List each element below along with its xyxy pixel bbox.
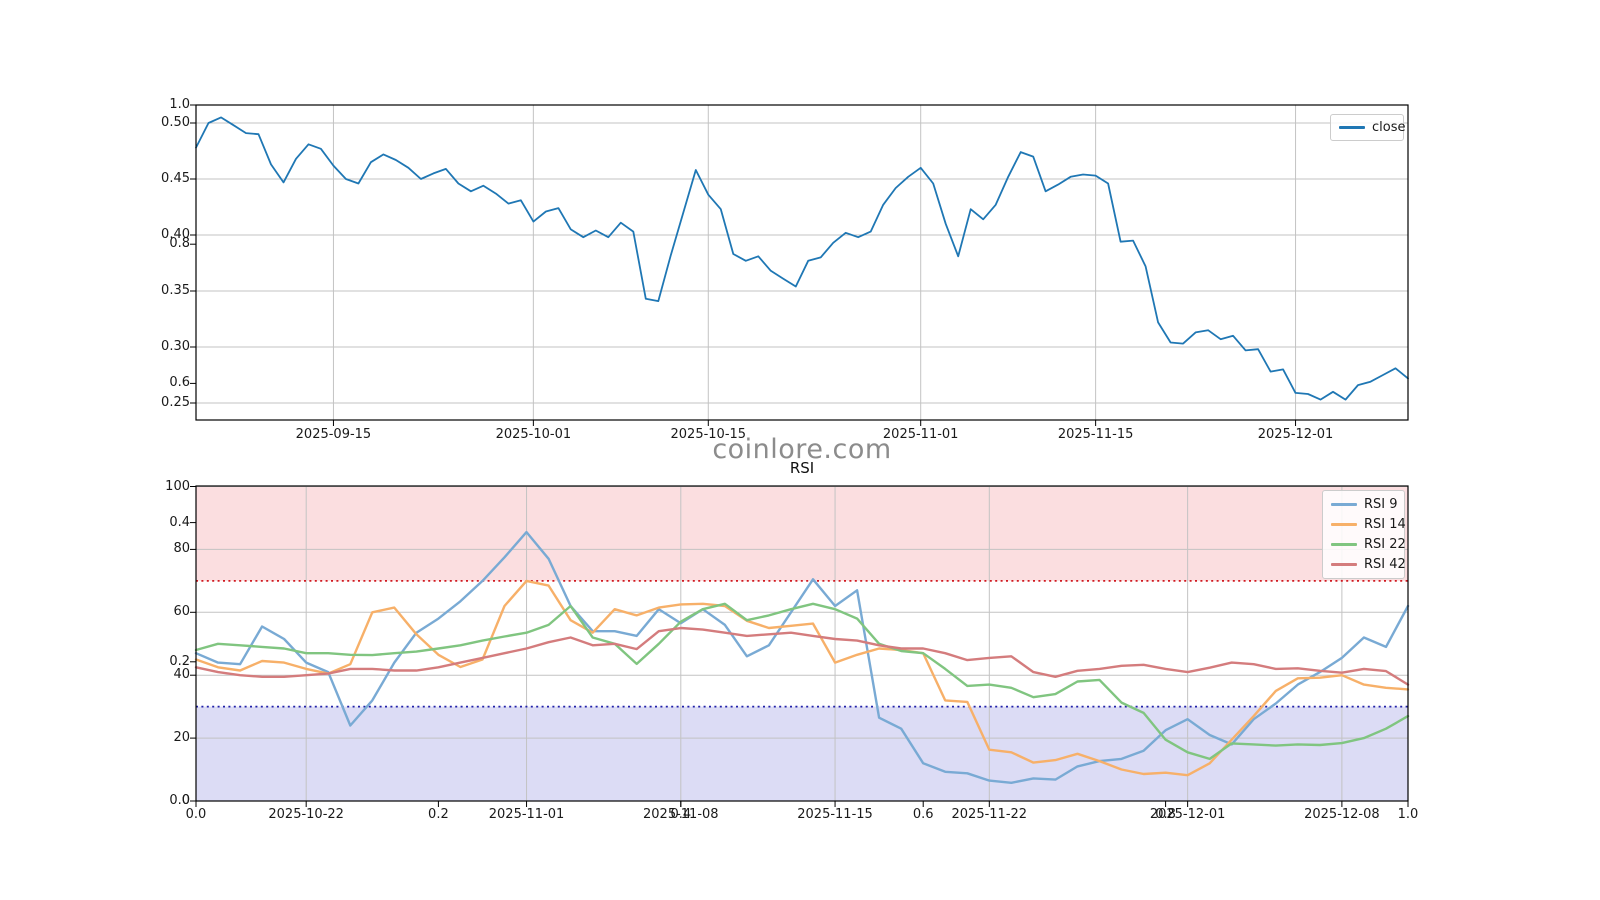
rsi-y-tick-label: 20 <box>173 730 190 746</box>
overlay-y-tick-label: 0.2 <box>169 653 190 669</box>
rsi-x-tick-label: 2025-10-22 <box>268 807 344 822</box>
legend-label: close <box>1372 119 1406 135</box>
series-line <box>195 116 1409 401</box>
overlay-x-tick-label: 0.4 <box>670 807 692 822</box>
legend-label: RSI 14 <box>1364 516 1406 532</box>
price-y-tick-label: 0.50 <box>161 115 190 130</box>
overlay-x-tick-label: 0.0 <box>185 807 207 822</box>
legend-item: RSI 9 <box>1331 495 1398 515</box>
price-legend: close <box>1330 114 1405 141</box>
price-y-tick-label: 0.35 <box>161 283 190 298</box>
price-x-tick-label: 2025-11-01 <box>882 427 959 442</box>
overlay-y-tick-label: 0.0 <box>169 793 190 808</box>
overlay-y-tick-label: 1.0 <box>169 97 190 112</box>
overlay-x-tick-label: 0.2 <box>428 807 449 822</box>
price-y-tick-label: 0.30 <box>161 339 190 354</box>
overlay-y-tick-label: 0.8 <box>169 236 190 252</box>
price-y-tick-label: 0.25 <box>161 395 190 410</box>
price-plot-border <box>195 104 1409 421</box>
rsi-y-tick-label: 100 <box>165 478 190 494</box>
rsi-x-tick-label: 2025-12-08 <box>1304 807 1380 822</box>
legend-line-swatch-icon <box>1331 563 1357 566</box>
overlay-y-tick-label: 0.6 <box>169 375 190 391</box>
rsi-y-tick-label: 80 <box>173 541 190 557</box>
price-x-tick-label: 2025-10-01 <box>495 427 572 442</box>
legend-line-swatch-icon <box>1339 126 1365 129</box>
price-x-tick-label: 2025-12-01 <box>1257 427 1334 442</box>
watermark: coinlore.com <box>712 434 892 465</box>
rsi-legend: RSI 9 RSI 14 RSI 22 RSI 42 <box>1322 490 1406 579</box>
series-line <box>194 579 1410 777</box>
rsi-y-tick-label: 60 <box>173 604 190 620</box>
overlay-y-tick-label: 0.4 <box>169 514 190 530</box>
rsi-x-tick-label: 2025-11-15 <box>797 807 873 822</box>
overlay-x-tick-label: 1.0 <box>1397 807 1419 822</box>
rsi-x-tick-label: 2025-11-01 <box>488 807 565 822</box>
rsi-x-tick-label: 2025-11-22 <box>951 807 1028 822</box>
price-x-tick-label: 2025-11-15 <box>1057 427 1134 442</box>
rsi-band <box>196 706 1408 801</box>
rsi-x-tick-label: 2025-11-08 <box>643 807 719 822</box>
rsi-y-tick-label: 0 <box>181 793 190 808</box>
overlay-x-tick-label: 0.8 <box>1155 807 1176 822</box>
series-line <box>194 530 1410 784</box>
legend-item: RSI 14 <box>1331 515 1406 535</box>
rsi-band <box>196 486 1408 581</box>
price-x-tick-label: 2025-09-15 <box>295 427 372 442</box>
legend-item: RSI 22 <box>1331 535 1406 555</box>
legend-line-swatch-icon <box>1331 503 1357 506</box>
legend-item: close <box>1339 118 1405 138</box>
legend-line-swatch-icon <box>1331 523 1357 526</box>
legend-label: RSI 22 <box>1364 536 1406 552</box>
legend-line-swatch-icon <box>1331 543 1357 546</box>
series-line <box>194 626 1410 686</box>
price-x-tick-label: 2025-10-15 <box>670 427 747 442</box>
overlay-x-tick-label: 0.6 <box>912 807 934 822</box>
series-line <box>194 602 1410 761</box>
price-y-tick-label: 0.40 <box>161 227 190 242</box>
price-y-tick-label: 0.45 <box>161 171 190 186</box>
rsi-y-tick-label: 40 <box>173 667 190 683</box>
rsi-chart-title: RSI <box>789 459 815 477</box>
rsi-x-tick-label: 2025-12-01 <box>1149 807 1226 822</box>
legend-label: RSI 42 <box>1364 556 1406 572</box>
legend-item: RSI 42 <box>1331 555 1406 575</box>
legend-label: RSI 9 <box>1364 496 1398 512</box>
rsi-plot-border <box>195 485 1409 802</box>
